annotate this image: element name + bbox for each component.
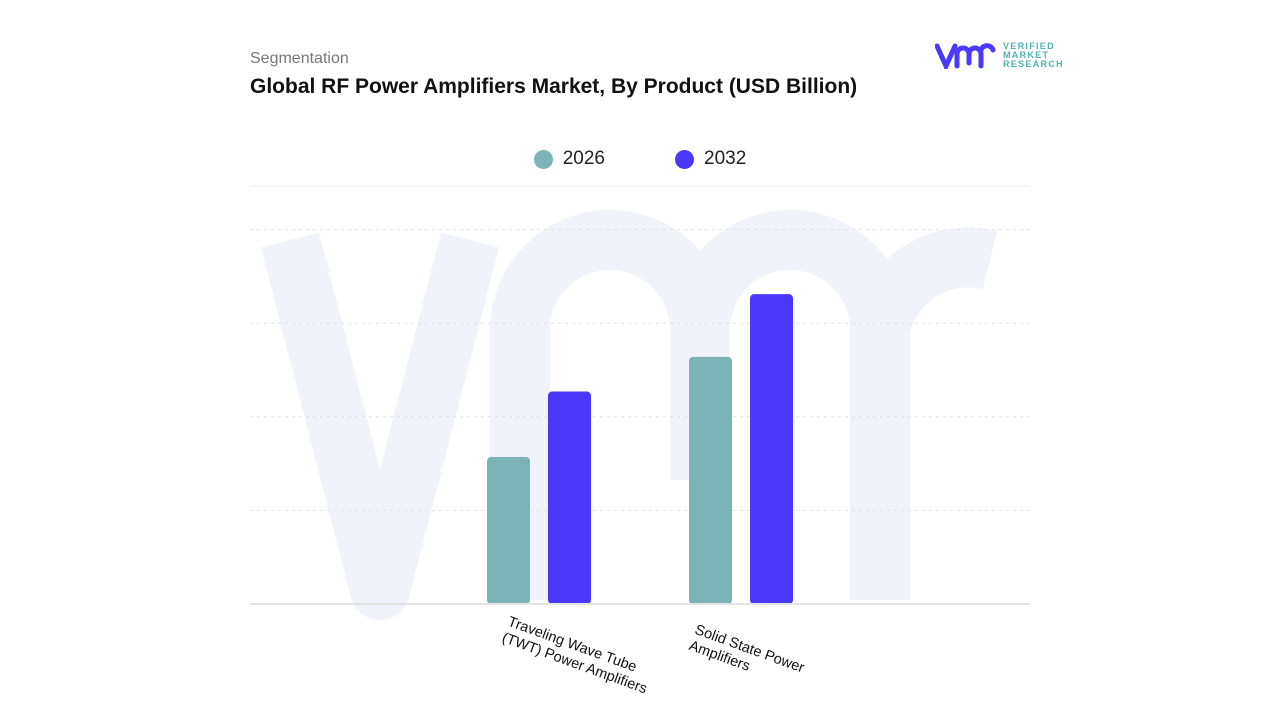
bar-2026-0 [487, 457, 530, 604]
legend-marker [533, 149, 553, 169]
watermark [260, 210, 998, 620]
logo-line: MARKET [1003, 50, 1050, 60]
legend-label: 2026 [562, 148, 605, 169]
bars [487, 294, 793, 604]
logo-line: VERIFIED [1003, 41, 1055, 51]
vmr-logo: VERIFIED MARKET RESEARCH [935, 42, 1064, 69]
legend-label: 2032 [704, 148, 747, 169]
legend-item-2032[interactable]: 2032 [675, 148, 746, 170]
legend-item-2026[interactable]: 2026 [533, 148, 605, 170]
bar-2032-0 [548, 391, 591, 604]
chart-subtitle: Segmentation [250, 50, 349, 67]
logo-line: RESEARCH [1003, 59, 1064, 69]
bar-2032-1 [750, 294, 793, 604]
legend: 2026 2032 [0, 148, 1280, 170]
chart-title: Global RF Power Amplifiers Market, By Pr… [250, 75, 858, 98]
bar-2026-1 [689, 356, 732, 604]
legend-marker [675, 149, 694, 169]
logo-text: VERIFIED MARKET RESEARCH [1003, 42, 1064, 69]
vmr-logo-icon [935, 42, 996, 69]
